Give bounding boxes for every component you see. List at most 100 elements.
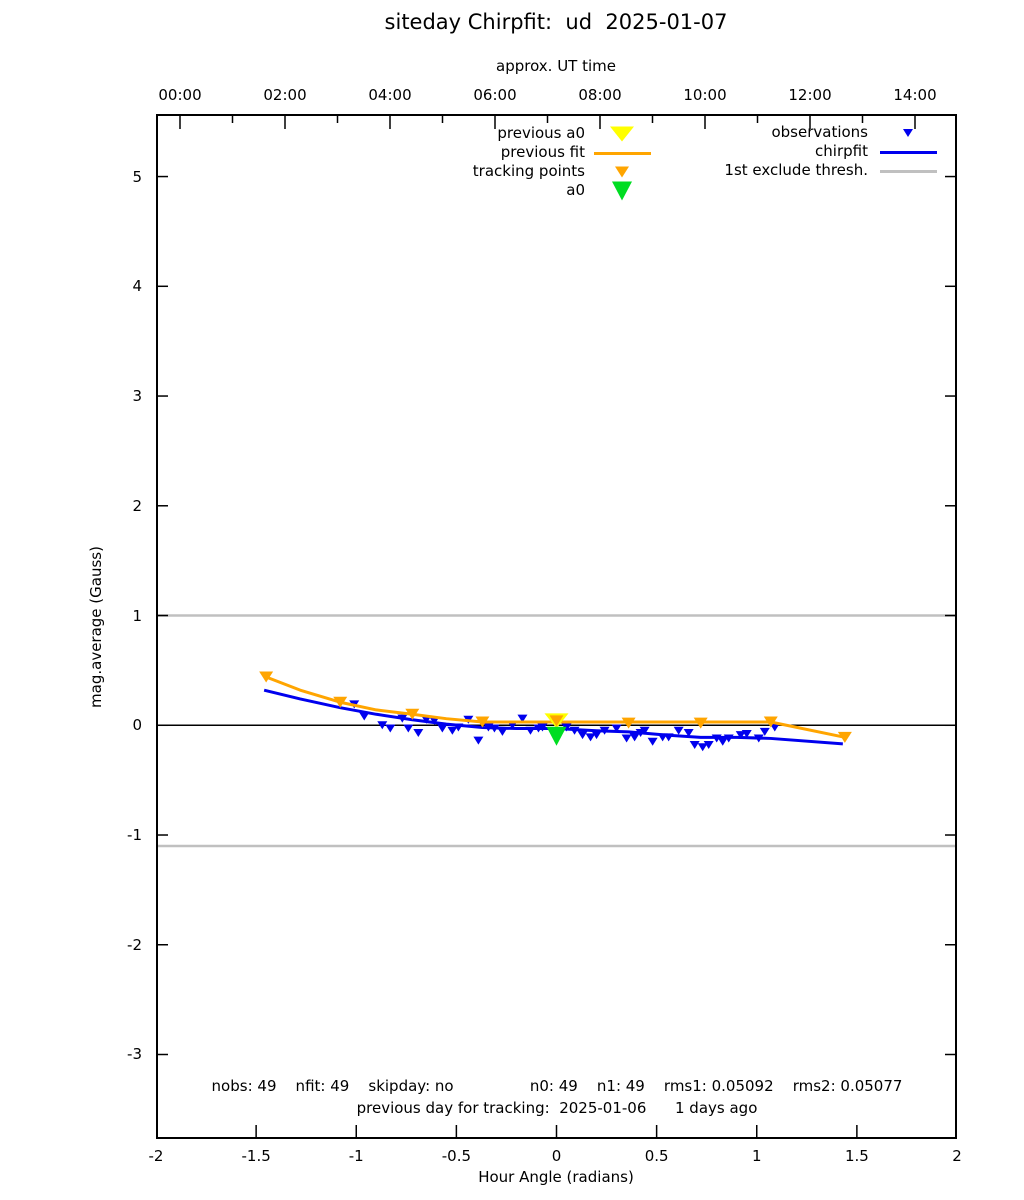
x-tick-label: -1.5 (241, 1147, 271, 1165)
observation-point (639, 726, 650, 735)
exclude-thresh-line-icon (878, 161, 938, 181)
observation-point (577, 731, 588, 740)
observation-point (599, 726, 610, 735)
chirpfit-line-icon (878, 142, 938, 162)
tracking-point (405, 708, 420, 720)
observation-point (741, 730, 752, 739)
observation-point (537, 723, 548, 732)
ut-tick-label: 14:00 (893, 86, 937, 104)
tracking-point (763, 716, 778, 728)
observation-point (703, 741, 714, 750)
x-tick-label: 0 (551, 1147, 562, 1165)
stats-line-2: previous day for tracking: 2025-01-06 1 … (356, 1099, 758, 1117)
ut-tick-label: 02:00 (263, 86, 307, 104)
x-axis-title: Hour Angle (radians) (478, 1168, 634, 1186)
x-tick-label: -0.5 (441, 1147, 472, 1165)
observation-point (437, 724, 448, 733)
observations-triangle-icon (878, 123, 938, 143)
observation-point (525, 726, 536, 735)
y-tick-label: 1 (132, 606, 142, 625)
tracking-point (333, 696, 348, 708)
observation-point (377, 721, 388, 730)
top-axis-title: approx. UT time (496, 57, 616, 75)
plot-canvas (156, 114, 957, 1139)
observation-point (585, 733, 596, 742)
observation-point (723, 734, 734, 743)
observation-point (489, 724, 500, 733)
legend-label-observations: observations (771, 123, 868, 141)
ut-tick-label: 06:00 (473, 86, 517, 104)
y-tick-label: 4 (132, 277, 142, 296)
ut-tick-label: 00:00 (158, 86, 202, 104)
legend-label-previous-a0: previous a0 (497, 124, 585, 142)
observation-point (711, 734, 722, 743)
ut-tick-label: 10:00 (683, 86, 727, 104)
ut-tick-label: 04:00 (368, 86, 412, 104)
observation-point (689, 741, 700, 750)
y-tick-label: -3 (127, 1045, 142, 1064)
x-tick-label: 1.5 (844, 1147, 869, 1165)
observation-point (517, 714, 528, 723)
observation-point (683, 728, 694, 737)
observation-point (629, 733, 640, 742)
observation-point (385, 724, 396, 733)
x-tick-label: -2 (148, 1147, 164, 1165)
x-tick-label: 1 (751, 1147, 762, 1165)
observation-point (473, 736, 484, 745)
ut-tick-label: 08:00 (578, 86, 622, 104)
observation-point (769, 723, 780, 732)
observation-point (621, 734, 632, 743)
legend-label-a0: a0 (566, 181, 585, 199)
ut-tick-label: 12:00 (788, 86, 832, 104)
y-tick-label: 5 (132, 167, 142, 186)
observation-point (569, 726, 580, 735)
tracking-point (259, 671, 274, 683)
a0-triangle-icon (592, 181, 652, 201)
tracking-point (621, 717, 636, 729)
observation-point (663, 733, 674, 742)
a0-point (546, 726, 567, 746)
observation-point (717, 737, 728, 746)
observation-point (403, 724, 414, 733)
observation-point (497, 727, 508, 736)
plot-svg (156, 114, 957, 1139)
observation-point (735, 731, 746, 740)
tracking-point (475, 716, 490, 728)
y-tick-label: 0 (132, 716, 142, 735)
stats-line-1: nobs: 49 nfit: 49 skipday: no n0: 49 n1:… (211, 1077, 903, 1095)
y-tick-label: -2 (127, 935, 142, 954)
previous-fit-line-icon (592, 143, 652, 163)
tracking-point (549, 715, 564, 727)
y-tick-label: -1 (127, 826, 142, 844)
tracking-points-triangle-icon (592, 162, 652, 182)
tracking-point (837, 731, 852, 743)
observation-point (561, 723, 572, 732)
tracking-point (693, 717, 708, 729)
observation-point (413, 728, 424, 737)
previous-a0-triangle-icon (592, 124, 652, 144)
x-tick-label: 2 (952, 1147, 962, 1165)
previous-fit-curve (265, 675, 846, 739)
observation-point (453, 723, 464, 732)
legend-label-exclude-thresh: 1st exclude thresh. (724, 161, 868, 179)
observation-point (647, 737, 658, 746)
observation-point (611, 724, 622, 733)
y-tick-label: 2 (132, 496, 142, 515)
observation-point (697, 743, 708, 752)
observation-point (447, 726, 458, 735)
legend-label-chirpfit: chirpfit (815, 142, 868, 160)
observation-point (759, 727, 770, 736)
legend-label-tracking-points: tracking points (472, 162, 585, 180)
x-tick-label: 0.5 (644, 1147, 669, 1165)
x-tick-label: -1 (348, 1147, 364, 1165)
observation-point (397, 714, 408, 723)
page-title: siteday Chirpfit: ud 2025-01-07 (384, 10, 728, 34)
plot-border (156, 114, 957, 1139)
observation-point (359, 712, 370, 721)
observation-point (753, 734, 764, 743)
y-tick-label: 3 (132, 387, 142, 406)
observation-point (591, 731, 602, 740)
observation-point (673, 726, 684, 735)
legend-label-previous-fit: previous fit (500, 143, 585, 161)
